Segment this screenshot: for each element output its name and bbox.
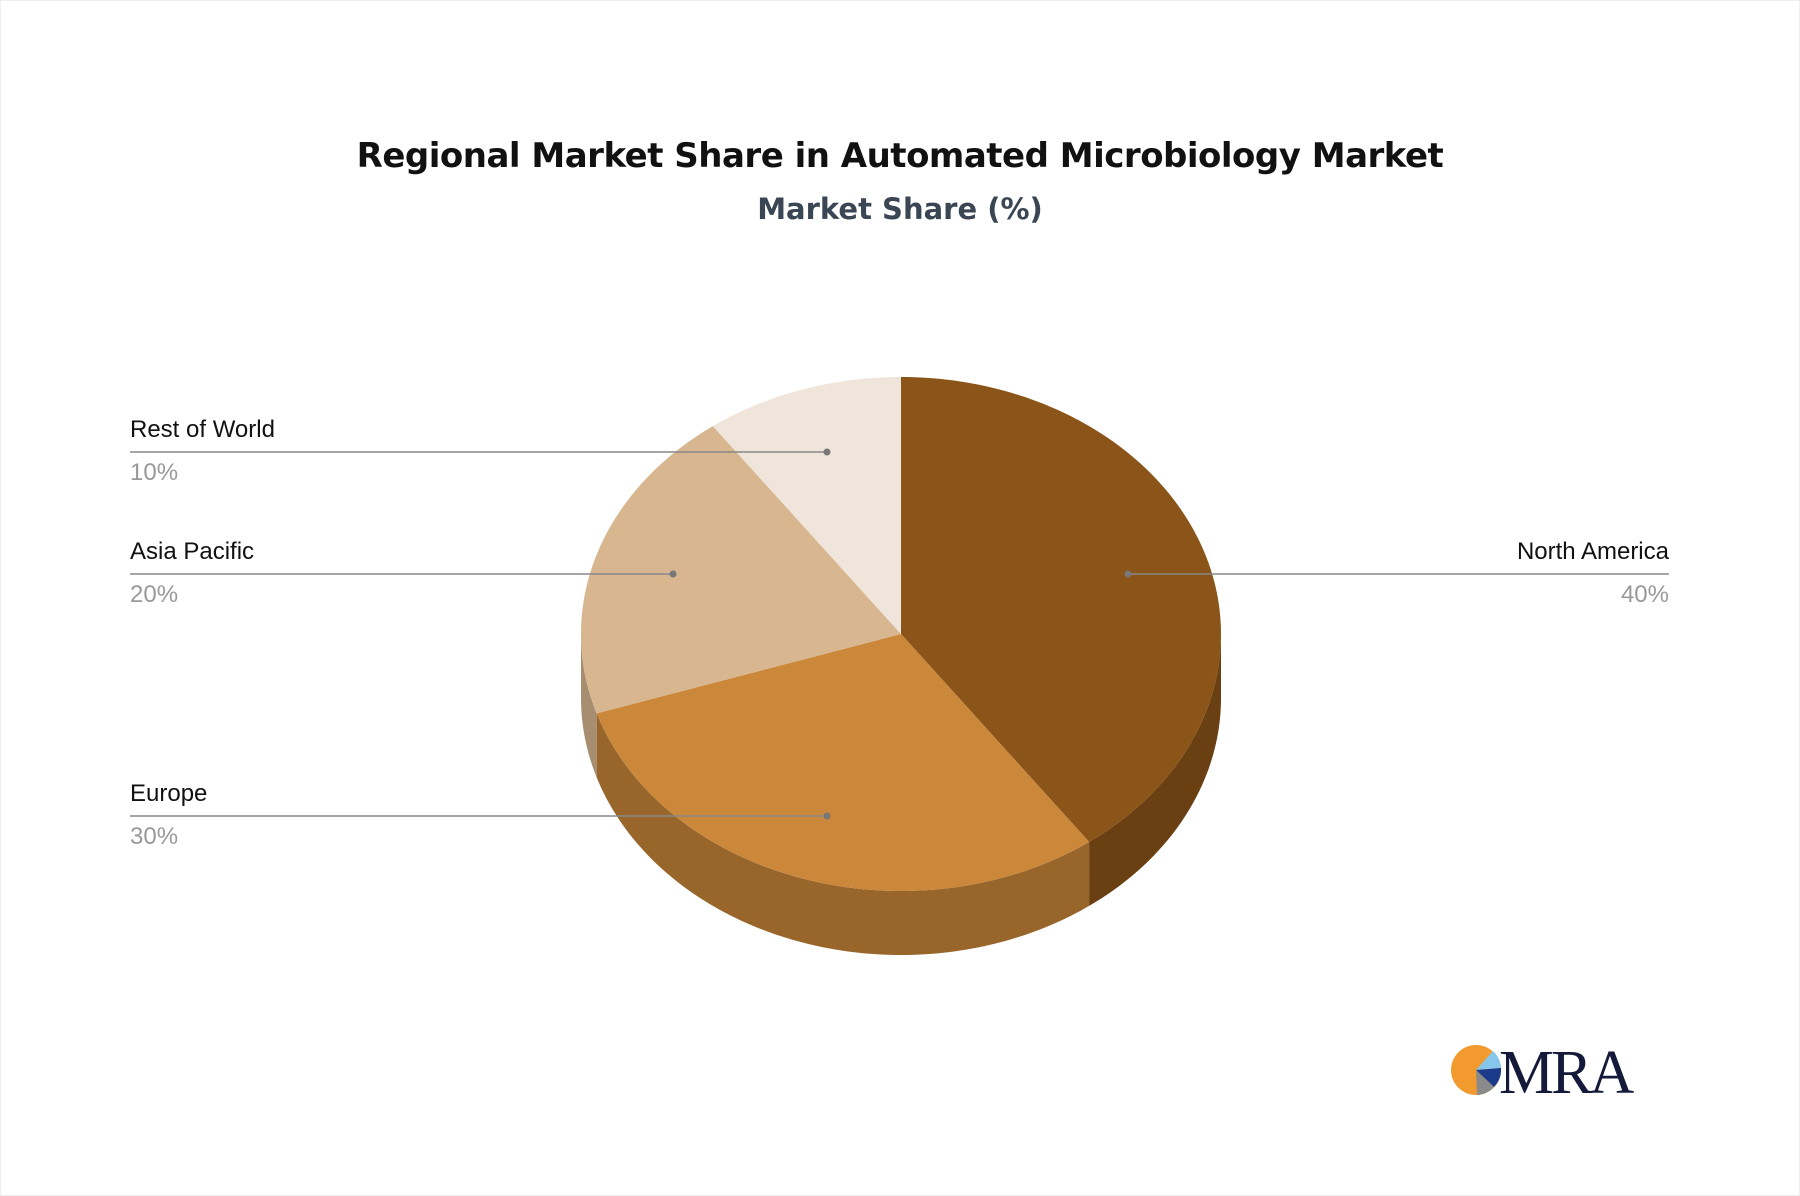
- slice-side-asia-pacific: [581, 634, 597, 778]
- mra-logo: MRA: [1451, 1040, 1637, 1100]
- leader-dot-north-america: [1124, 570, 1132, 578]
- value-rest-of-world: 10%: [130, 459, 179, 486]
- value-asia-pacific: 20%: [130, 581, 179, 608]
- value-north-america: 40%: [1620, 581, 1669, 608]
- svg-text:MRA: MRA: [1499, 1040, 1634, 1100]
- slice-europe[interactable]: [596, 634, 1090, 891]
- label-rest-of-world: Rest of World: [130, 416, 275, 443]
- label-north-america: North America: [1516, 538, 1669, 565]
- slice-asia-pacific[interactable]: [581, 426, 901, 714]
- leader-dot-europe: [823, 812, 831, 820]
- leader-dot-asia-pacific: [669, 570, 677, 578]
- slice-rest-of-world[interactable]: [712, 377, 901, 634]
- value-europe: 30%: [130, 823, 179, 850]
- chart-title: Regional Market Share in Automated Micro…: [356, 136, 1444, 176]
- slice-side-north-america: [1089, 634, 1221, 906]
- chart-subtitle: Market Share (%): [757, 192, 1043, 226]
- label-europe: Europe: [130, 780, 208, 807]
- slice-north-america[interactable]: [901, 377, 1221, 842]
- leader-dot-rest-of-world: [823, 448, 831, 456]
- slice-side-europe: [596, 713, 1090, 955]
- label-asia-pacific: Asia Pacific: [130, 538, 255, 565]
